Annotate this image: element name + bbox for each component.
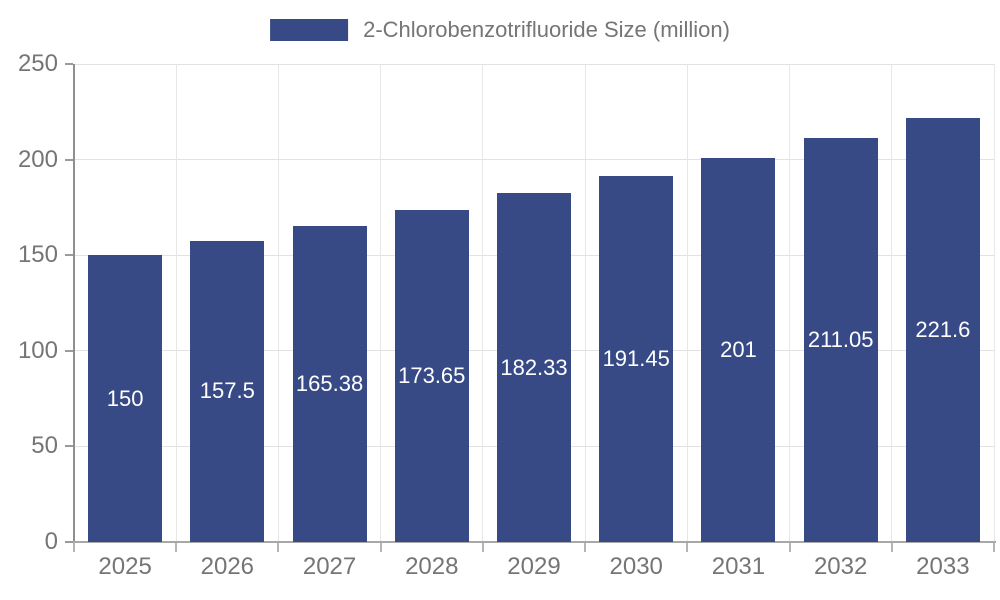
y-axis-tick-label: 250 [17, 50, 58, 77]
x-axis-tick-label: 2033 [916, 553, 970, 580]
x-axis-tick-label: 2031 [711, 553, 766, 580]
gridline-vertical [789, 64, 791, 542]
y-axis-tick [65, 445, 73, 448]
x-axis-tick-label: 2029 [507, 553, 561, 580]
x-axis-tick [890, 543, 893, 552]
gridline-horizontal [74, 159, 994, 161]
y-axis-tick-label: 0 [44, 528, 58, 555]
x-axis-tick [993, 543, 995, 552]
y-axis-tick [65, 349, 73, 352]
bar-value-label: 182.33 [500, 354, 568, 380]
x-axis-tick [175, 543, 178, 552]
bar-value-label: 150 [106, 385, 144, 411]
y-axis-tick-label: 200 [17, 145, 58, 173]
bar-value-label: 173.65 [398, 362, 466, 388]
x-axis-tick-label: 2028 [405, 553, 459, 580]
legend-label: 2-Chlorobenzotrifluoride Size (million) [363, 17, 730, 42]
x-axis-tick [584, 543, 587, 552]
y-axis-tick [65, 63, 73, 65]
x-axis-tick [73, 543, 75, 552]
gridline-vertical [584, 64, 586, 542]
legend-swatch-icon [270, 19, 349, 41]
bar[interactable] [394, 209, 469, 542]
bar[interactable] [190, 240, 265, 542]
bar[interactable] [599, 175, 674, 542]
y-axis-tick [65, 158, 73, 161]
x-axis-tick-label: 2026 [200, 553, 255, 580]
x-axis-tick [277, 543, 280, 552]
bar-value-label: 157.5 [199, 378, 255, 404]
bar[interactable] [905, 118, 980, 542]
gridline-vertical [686, 64, 688, 542]
y-axis-line [73, 64, 75, 544]
x-axis-tick-label: 2030 [609, 553, 663, 580]
y-axis-tick [65, 254, 73, 257]
gridline-horizontal [74, 63, 994, 65]
legend[interactable]: 2-Chlorobenzotrifluoride Size (million) [270, 17, 730, 43]
bar-value-label: 221.6 [915, 317, 971, 343]
bar[interactable] [803, 138, 878, 542]
x-axis-line [73, 541, 996, 543]
bar-value-label: 191.45 [602, 345, 670, 371]
x-axis-tick [379, 543, 382, 552]
x-axis-tick [788, 543, 791, 552]
y-axis-tick-label: 50 [31, 432, 58, 460]
bar[interactable] [292, 225, 367, 542]
x-axis-tick-label: 2027 [302, 553, 357, 580]
gridline-vertical [482, 64, 484, 542]
bar-value-label: 165.38 [295, 370, 364, 396]
y-axis-tick-label: 150 [17, 241, 58, 269]
x-axis-tick-label: 2025 [98, 553, 152, 580]
bar[interactable] [701, 157, 776, 542]
x-axis-tick [686, 543, 689, 552]
x-axis-tick-label: 2032 [813, 553, 868, 580]
gridline-vertical [175, 64, 177, 542]
x-axis-tick [481, 543, 484, 552]
gridline-vertical [277, 64, 279, 542]
gridline-vertical [993, 64, 995, 542]
bar-value-label: 211.05 [807, 327, 874, 353]
gridline-vertical [891, 64, 893, 542]
bar-value-label: 201 [720, 336, 757, 362]
bar[interactable] [497, 193, 571, 542]
bar[interactable] [88, 255, 163, 542]
y-axis-tick [65, 541, 73, 543]
gridline-vertical [380, 64, 382, 542]
y-axis-tick-label: 100 [17, 336, 58, 364]
